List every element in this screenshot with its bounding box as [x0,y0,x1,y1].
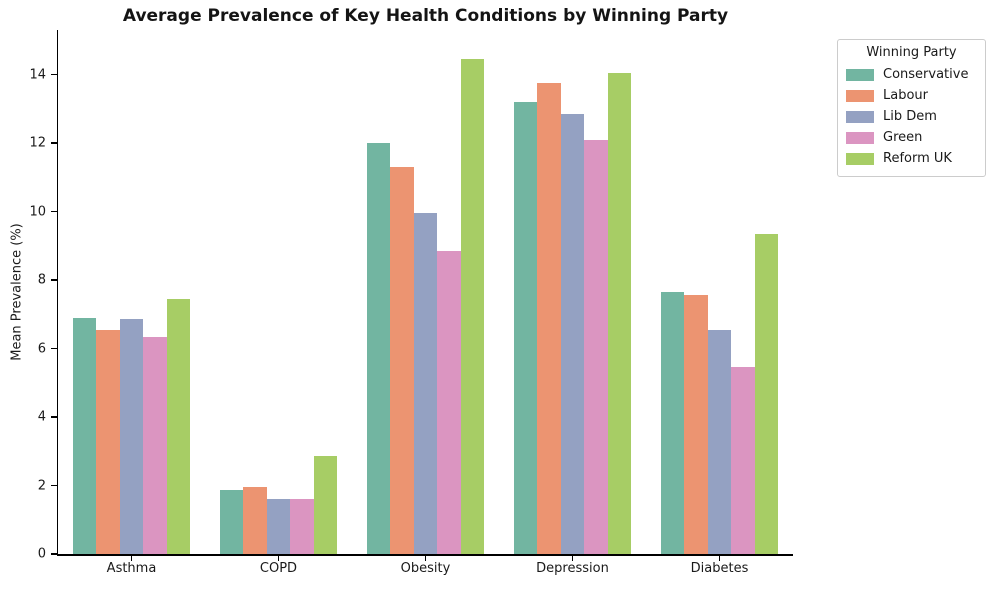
bar-conservative-depression [513,101,538,554]
bar-reform-uk-depression [607,72,632,554]
x-tick-mark [277,555,280,561]
x-tick-label-obesity: Obesity [400,561,451,576]
bar-conservative-diabetes [660,292,685,554]
y-tick-label: 8 [37,272,46,288]
x-tick-mark [718,555,721,561]
x-tick-label-diabetes: Diabetes [690,561,749,576]
bar-green-diabetes [731,367,755,554]
plot-area: 0 2 4 6 8 10 12 14 [29,30,793,562]
chart-title: Average Prevalence of Key Health Conditi… [122,6,729,26]
bar-lib-dem-depression [560,113,585,554]
bar-lib-dem-asthma [119,319,144,554]
legend: Winning Party Conservative Labour Lib Dem G… [837,39,986,177]
legend-label: Conservative [883,67,969,82]
bar-reform-uk-copd [313,456,338,554]
y-tick-label: 6 [37,341,46,356]
bar-reform-uk-diabetes [754,233,779,554]
x-tick-label-copd: COPD [259,561,298,576]
legend-swatch-reform-uk [846,152,874,165]
y-tick-label: 14 [29,67,46,83]
y-axis-spine [56,30,58,556]
bar-green-asthma [143,336,167,554]
x-tick-mark [424,555,427,561]
bar-reform-uk-asthma [166,298,191,554]
bar-labour-obesity [390,167,414,554]
legend-label: Green [883,130,923,145]
legend-label: Lib Dem [883,109,937,124]
x-tick-label-depression: Depression [536,561,609,576]
legend-swatch-green [846,131,874,144]
legend-swatch-labour [846,89,874,102]
y-tick-mark [50,210,57,213]
legend-item-lib-dem: Lib Dem [846,106,977,127]
y-tick-mark [50,279,57,281]
bar-lib-dem-obesity [413,213,438,554]
y-tick-mark [50,484,57,487]
bar-labour-diabetes [684,295,708,554]
legend-item-reform-uk: Reform UK [846,148,977,169]
y-tick-mark [50,73,57,76]
bar-green-copd [290,498,314,554]
x-axis-spine [56,554,793,556]
bar-conservative-copd [219,489,244,554]
y-tick-mark [50,347,57,350]
y-tick-mark [50,553,57,555]
legend-item-conservative: Conservative [846,64,977,85]
bar-conservative-asthma [72,317,97,554]
y-tick-label: 0 [37,546,46,562]
y-tick-label: 12 [29,135,46,151]
y-tick-mark [50,416,57,418]
bar-lib-dem-copd [266,498,291,554]
bar-green-obesity [437,250,461,554]
legend-swatch-lib-dem [846,110,874,123]
x-tick-mark [130,555,133,561]
y-tick-mark [50,142,57,144]
bar-labour-depression [537,83,561,554]
bar-green-depression [584,139,608,554]
bar-labour-copd [243,486,267,554]
legend-swatch-conservative [846,68,874,81]
x-tick-mark [571,555,574,561]
legend-item-green: Green [846,127,977,148]
bar-lib-dem-diabetes [707,329,732,554]
y-tick-label: 2 [37,478,46,493]
legend-items: Conservative Labour Lib Dem Green Reform UK [846,64,977,169]
legend-title: Winning Party [866,45,957,60]
bar-reform-uk-obesity [460,59,485,554]
legend-item-labour: Labour [846,85,977,106]
legend-label: Labour [883,88,928,103]
y-tick-label: 4 [37,409,46,425]
x-tick-label-asthma: Asthma [106,561,157,576]
y-tick-label: 10 [29,204,46,220]
bar-conservative-obesity [366,143,391,554]
bar-labour-asthma [96,329,120,554]
legend-label: Reform UK [883,151,952,166]
